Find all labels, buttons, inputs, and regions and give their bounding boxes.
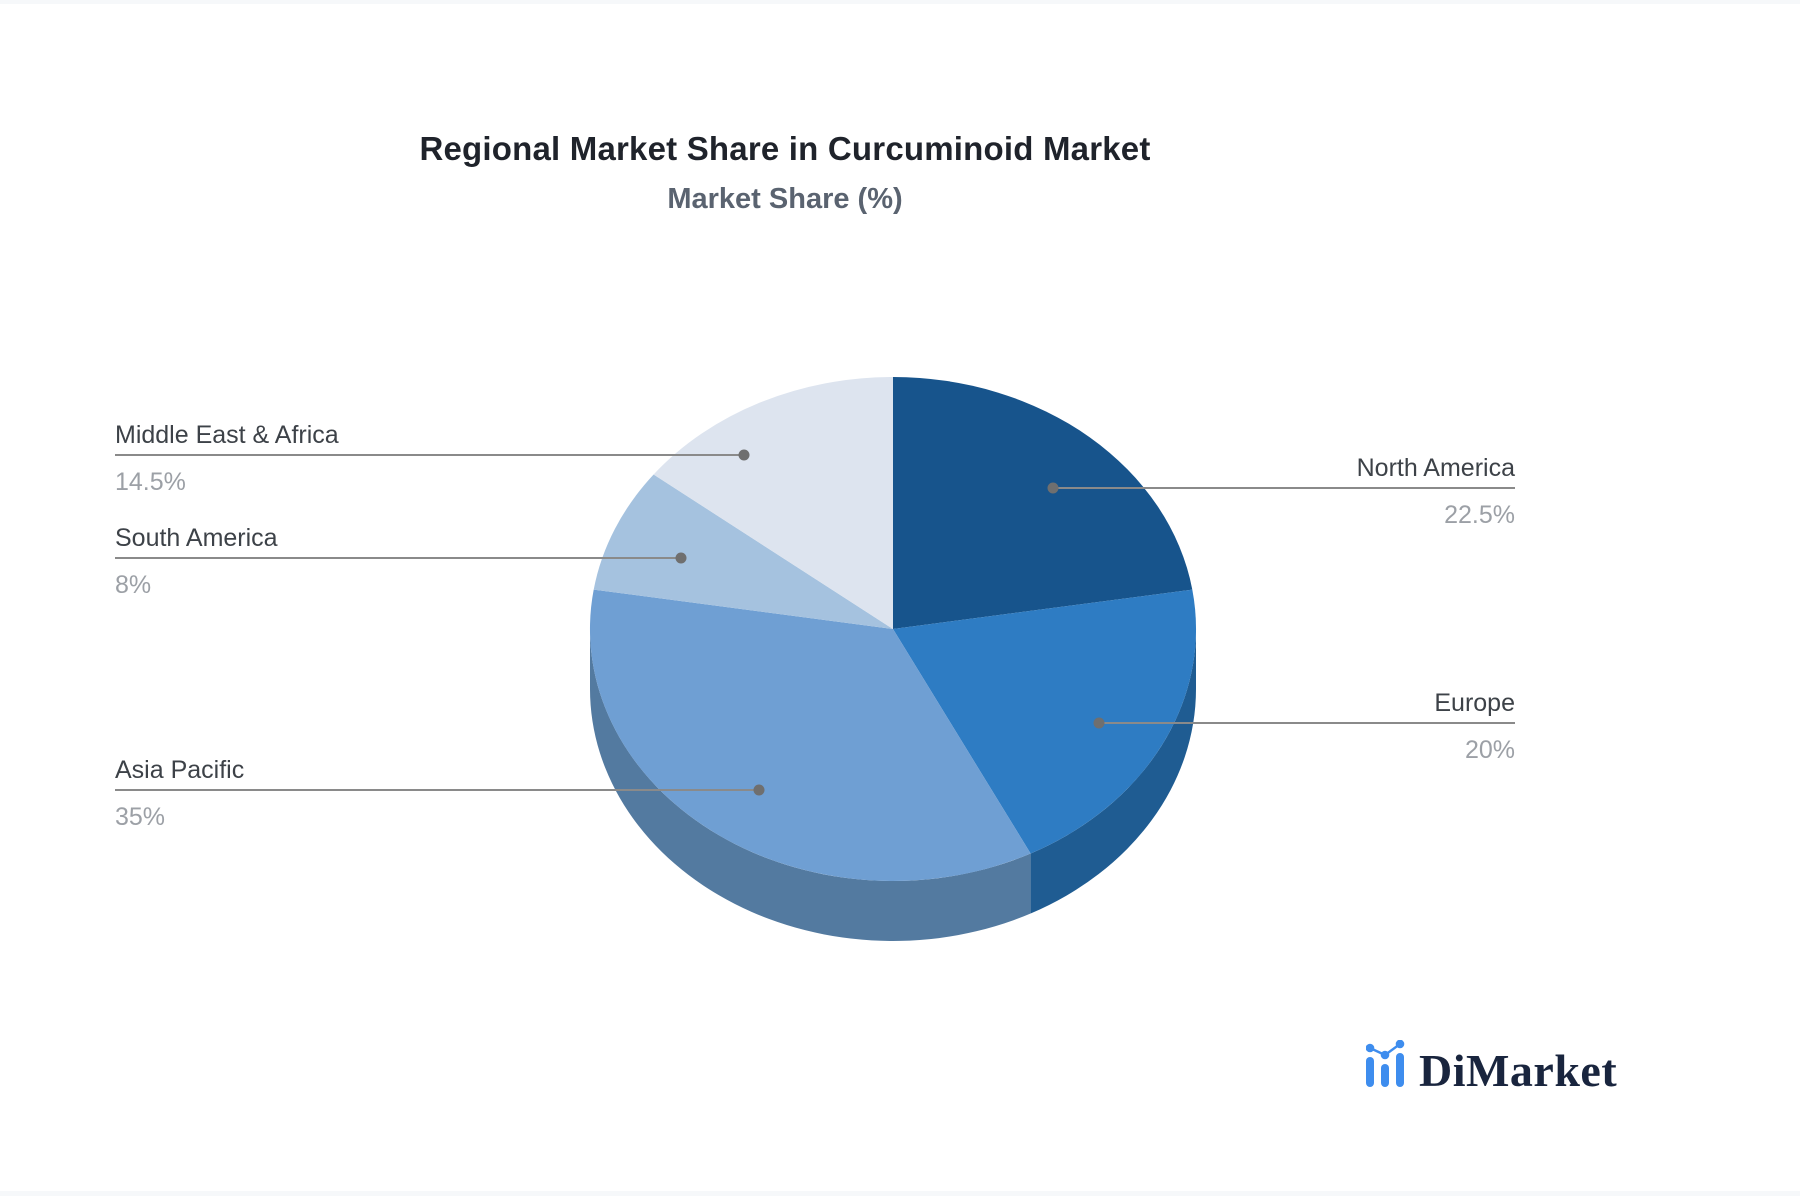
pie-slice-side-asia-pacific — [590, 629, 1031, 941]
slice-label-north-america: North America — [1356, 454, 1515, 482]
label-dot-asia-pacific — [753, 784, 765, 796]
slice-label-south-america: South America — [115, 524, 278, 552]
slice-value-north-america: 22.5% — [1444, 501, 1515, 529]
slice-value-europe: 20% — [1464, 736, 1515, 764]
bottom-edge-strip — [0, 1191, 1800, 1196]
pie-slice-south-america[interactable] — [593, 474, 893, 630]
pie-slice-asia-pacific[interactable] — [589, 589, 1031, 881]
chart-subtitle: Market Share (%) — [667, 183, 903, 215]
top-edge-strip — [0, 0, 1800, 4]
slice-label-asia-pacific: Asia Pacific — [115, 756, 245, 784]
slice-value-south-america: 8% — [115, 571, 152, 599]
slice-label-europe: Europe — [1434, 689, 1515, 717]
slice-value-middle-east-africa: 14.5% — [115, 468, 186, 496]
chart-title: Regional Market Share in Curcuminoid Mar… — [419, 130, 1151, 167]
bar-line-chart-logo-icon — [1366, 1040, 1405, 1087]
brand-name: DiMarket — [1419, 1045, 1618, 1096]
label-dot-europe — [1093, 717, 1105, 729]
slice-value-asia-pacific: 35% — [115, 803, 166, 831]
label-dot-north-america — [1047, 482, 1059, 494]
label-dot-south-america — [675, 552, 687, 564]
pie-slice-europe[interactable] — [893, 589, 1197, 854]
brand-logo: DiMarket — [1366, 1040, 1617, 1094]
slice-label-middle-east-africa: Middle East & Africa — [115, 421, 339, 449]
pie-slice-north-america[interactable] — [893, 377, 1193, 629]
pie-slice-middle-east-africa[interactable] — [653, 377, 893, 629]
pie-slice-side-europe — [1030, 629, 1196, 914]
label-dot-middle-east-africa — [738, 449, 750, 461]
